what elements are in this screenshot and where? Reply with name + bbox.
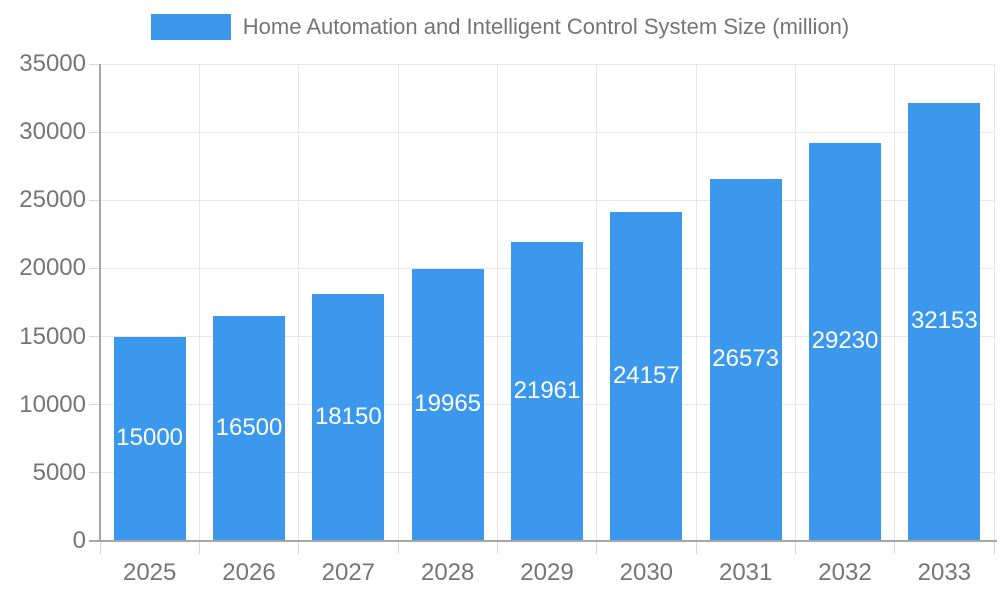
x-tick-mark: [596, 542, 598, 554]
legend-swatch-icon: [150, 14, 231, 40]
gridline-horizontal: [100, 63, 994, 65]
x-axis-tick-label: 2028: [420, 559, 475, 586]
bar-2025[interactable]: 15000: [113, 336, 186, 540]
x-axis-tick-label: 2032: [818, 559, 872, 586]
bar-value-label: 16500: [215, 414, 283, 442]
x-tick-mark: [397, 542, 399, 554]
gridline-vertical: [496, 64, 498, 541]
bar-2029[interactable]: 21961: [511, 241, 583, 540]
y-axis-tick-label: 35000: [19, 50, 86, 77]
y-axis-tick-label: 25000: [19, 186, 86, 214]
x-axis-tick-label: 2030: [619, 559, 674, 586]
x-axis-line: [89, 540, 997, 542]
x-axis-tick-label: 2029: [520, 559, 574, 586]
x-axis-tick-label: 2031: [718, 559, 773, 586]
y-axis-tick-label: 15000: [19, 322, 86, 350]
bar-value-label: 18150: [314, 402, 382, 430]
y-axis-tick-label: 10000: [19, 390, 86, 418]
x-tick-mark: [695, 542, 697, 554]
y-tick-mark: [89, 63, 100, 65]
bar-2030[interactable]: 24157: [610, 211, 683, 540]
gridline-vertical: [794, 64, 796, 541]
y-axis-tick-label: 0: [72, 527, 86, 554]
gridline-vertical: [596, 64, 598, 541]
x-axis-tick-label: 2027: [321, 559, 376, 586]
x-tick-mark: [298, 542, 300, 554]
x-tick-mark: [894, 542, 896, 554]
gridline-vertical: [695, 64, 697, 541]
y-tick-mark: [89, 199, 100, 201]
bar-2032[interactable]: 29230: [809, 142, 881, 540]
gridline-horizontal: [100, 199, 994, 201]
y-tick-mark: [89, 336, 100, 338]
y-axis-tick-label: 5000: [32, 458, 86, 486]
x-axis-tick-label: 2033: [917, 559, 972, 586]
x-axis-tick-label: 2026: [222, 559, 276, 586]
gridline-horizontal: [100, 131, 994, 133]
bar-2028[interactable]: 19965: [411, 268, 484, 540]
bar-value-label: 21961: [513, 376, 581, 404]
y-axis-tick-label: 20000: [19, 254, 86, 282]
bar-2027[interactable]: 18150: [312, 293, 385, 540]
x-tick-mark: [198, 542, 200, 554]
bar-2033[interactable]: 32153: [908, 102, 981, 540]
y-axis-line: [98, 64, 101, 542]
x-tick-mark: [794, 542, 796, 554]
gridline-vertical: [298, 64, 300, 541]
gridline-vertical: [397, 64, 399, 541]
bar-value-label: 24157: [612, 361, 680, 389]
x-tick-mark: [993, 542, 995, 554]
y-tick-mark: [89, 267, 100, 269]
bar-value-label: 15000: [116, 424, 184, 452]
legend-item[interactable]: Home Automation and Intelligent Control …: [0, 14, 1000, 40]
gridline-vertical: [894, 64, 896, 541]
bar-value-label: 26573: [712, 345, 780, 373]
bar-value-label: 19965: [414, 390, 482, 418]
y-tick-mark: [89, 404, 100, 406]
gridline-vertical: [993, 64, 995, 541]
legend-label: Home Automation and Intelligent Control …: [242, 14, 850, 39]
bar-value-label: 29230: [811, 327, 879, 355]
bar-2031[interactable]: 26573: [709, 178, 782, 540]
x-tick-mark: [99, 542, 101, 554]
y-tick-mark: [89, 131, 100, 133]
bar-2026[interactable]: 16500: [213, 316, 285, 540]
gridline-vertical: [198, 64, 200, 541]
y-axis-tick-label: 30000: [19, 118, 86, 146]
bar-value-label: 32153: [910, 307, 978, 335]
x-tick-mark: [496, 542, 498, 554]
x-axis-tick-label: 2025: [122, 559, 177, 586]
y-tick-mark: [89, 472, 100, 474]
